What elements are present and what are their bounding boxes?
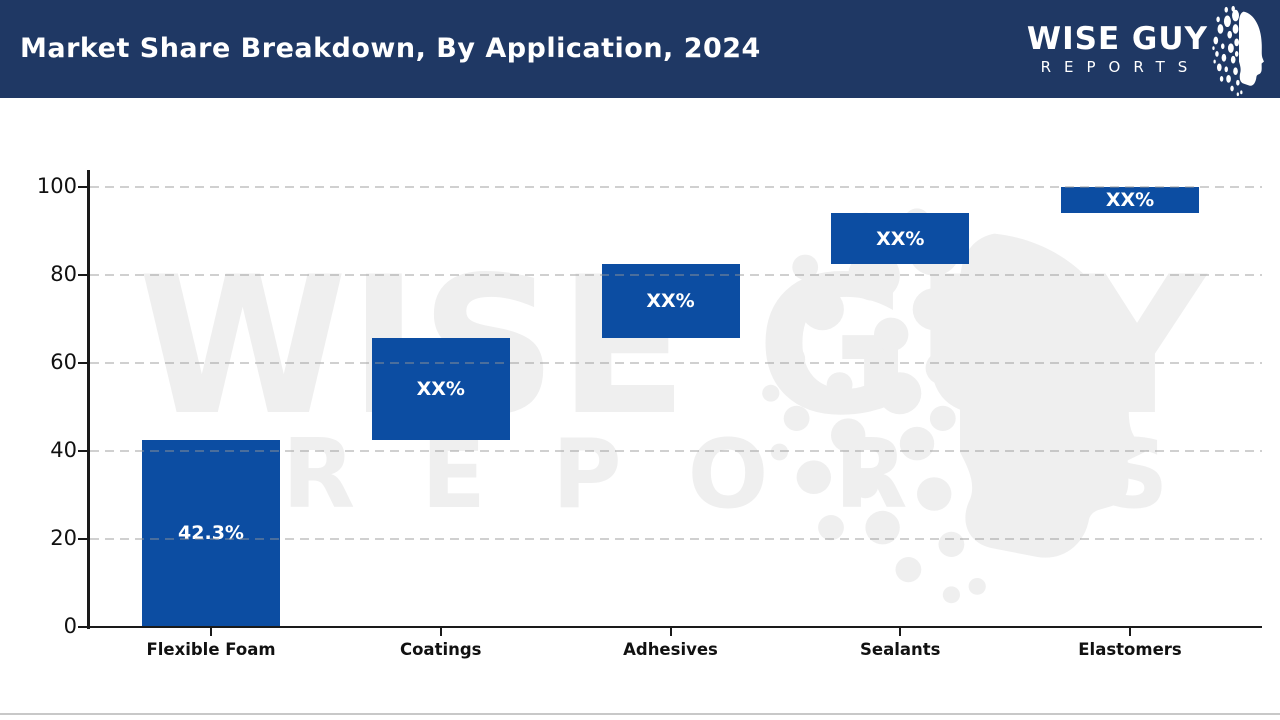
x-axis-line bbox=[87, 625, 1262, 628]
x-tick-mark bbox=[439, 628, 442, 636]
gridline-40 bbox=[90, 449, 1262, 452]
gridline-60 bbox=[90, 361, 1262, 364]
x-category-label: Adhesives bbox=[623, 640, 718, 659]
x-tick-mark bbox=[669, 628, 672, 636]
y-tick-label: 20 bbox=[50, 525, 77, 550]
bar-flexible-foam: 42.3% bbox=[142, 440, 280, 627]
y-tick-mark bbox=[78, 625, 87, 628]
y-tick-mark bbox=[78, 361, 87, 364]
y-tick-mark bbox=[78, 537, 87, 540]
bar-value-label: XX% bbox=[416, 378, 465, 401]
y-tick-label: 60 bbox=[50, 349, 77, 374]
wiseguy-head-icon bbox=[1212, 5, 1264, 97]
y-tick-mark bbox=[78, 449, 87, 452]
gridline-100 bbox=[90, 185, 1262, 188]
wiseguy-logo: WISE GUY REPORTS bbox=[1027, 0, 1268, 98]
bar-value-label: XX% bbox=[646, 290, 695, 313]
x-tick-mark bbox=[210, 628, 212, 636]
wiseguy-logo-text: WISE GUY REPORTS bbox=[1027, 24, 1208, 75]
wiseguy-logo-line1: WISE GUY bbox=[1026, 21, 1208, 57]
x-category-label: Flexible Foam bbox=[146, 640, 276, 659]
bar-value-label: XX% bbox=[1105, 188, 1155, 211]
y-tick-mark bbox=[78, 273, 87, 276]
bar-value-label: 42.3% bbox=[178, 522, 244, 545]
y-tick-label: 0 bbox=[63, 613, 77, 638]
wiseguy-logo-line2: REPORTS bbox=[1040, 58, 1201, 76]
x-category-label: Sealants bbox=[860, 640, 941, 659]
bar-elastomers: XX% bbox=[1061, 186, 1199, 214]
bar-value-label: XX% bbox=[876, 227, 925, 250]
y-tick-label: 80 bbox=[50, 261, 77, 286]
x-category-label: Coatings bbox=[399, 640, 482, 659]
bar-sealants: XX% bbox=[831, 213, 970, 265]
x-category-label: Elastomers bbox=[1078, 640, 1182, 659]
y-tick-label: 40 bbox=[50, 437, 77, 462]
header-bar: Market Share Breakdown, By Application, … bbox=[0, 0, 1280, 98]
gridline-80 bbox=[90, 273, 1262, 276]
bar-coatings: XX% bbox=[371, 337, 510, 441]
footer-divider-line bbox=[0, 713, 1280, 715]
chart-title: Market Share Breakdown, By Application, … bbox=[20, 33, 761, 64]
y-tick-label: 100 bbox=[36, 173, 77, 198]
x-tick-mark bbox=[1129, 628, 1131, 636]
gridline-20 bbox=[90, 537, 1262, 540]
bar-adhesives: XX% bbox=[601, 264, 740, 338]
y-tick-mark bbox=[78, 185, 87, 188]
x-tick-mark bbox=[899, 628, 902, 636]
y-axis-line bbox=[87, 170, 90, 629]
